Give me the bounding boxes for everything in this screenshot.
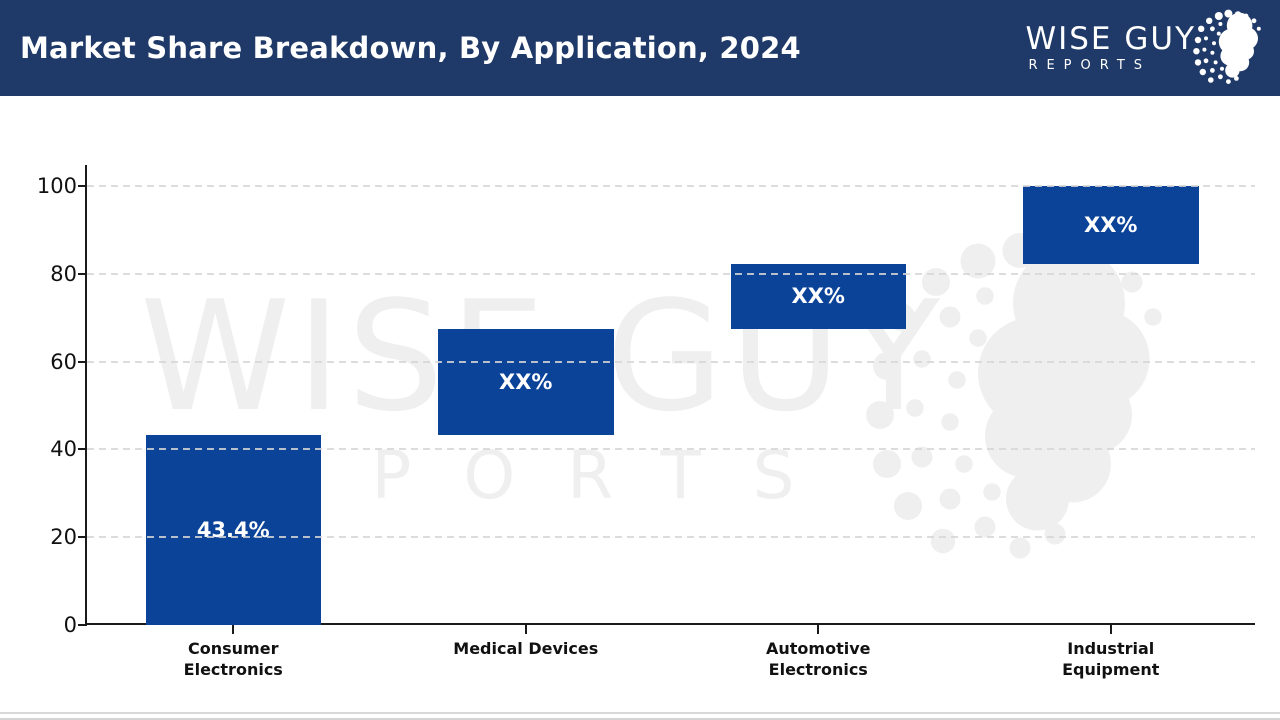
- y-tick-mark: [78, 360, 87, 363]
- x-tick-mark: [1109, 625, 1112, 634]
- y-tick-label: 60: [50, 349, 77, 374]
- gridline: [87, 272, 1255, 275]
- header: Market Share Breakdown, By Application, …: [0, 0, 1280, 96]
- logo-subtitle: REPORTS: [1028, 58, 1152, 74]
- gridline: [87, 185, 1255, 188]
- plot-area: 0 20 40 60 80 100 43.4% Consumer Electronics XX%…: [37, 165, 1255, 679]
- gridline: [87, 448, 1255, 451]
- x-category-label: Consumer Electronics: [183, 639, 283, 679]
- x-tick-mark: [232, 625, 235, 634]
- logo-wordmark-block: WISE GUY REPORTS: [1025, 23, 1196, 74]
- gridline: [87, 536, 1255, 539]
- bar-value-label: XX%: [791, 284, 845, 309]
- wise-guy-reports-logo: WISE GUY REPORTS: [1025, 6, 1270, 90]
- y-tick-mark: [78, 185, 87, 188]
- y-tick-mark: [78, 272, 87, 275]
- bar: XX%: [438, 328, 614, 435]
- x-category-label: Automotive Electronics: [766, 639, 871, 679]
- y-tick-mark: [78, 536, 87, 539]
- x-tick-mark: [524, 625, 527, 634]
- y-tick-label: 40: [50, 437, 77, 462]
- y-tick-mark: [78, 448, 87, 451]
- logo-wordmark: WISE GUY: [1025, 20, 1196, 57]
- gridline: [87, 360, 1255, 363]
- y-tick-label: 80: [50, 261, 77, 286]
- y-tick-label: 100: [36, 174, 77, 199]
- x-category-label: Medical Devices: [453, 639, 599, 658]
- y-tick-mark: [78, 624, 87, 626]
- y-tick-label: 0: [63, 613, 77, 637]
- footer-divider: [0, 712, 1280, 714]
- bar-value-label: XX%: [1084, 212, 1138, 237]
- x-category-label: Industrial Equipment: [1062, 639, 1160, 679]
- dotted-face-icon: [1190, 6, 1270, 90]
- bar-value-label: XX%: [499, 369, 553, 394]
- page-bottom-edge: [0, 718, 1280, 720]
- y-tick-label: 20: [50, 525, 77, 550]
- bar: XX%: [1023, 186, 1199, 264]
- bar: 43.4%: [145, 434, 321, 625]
- page-title: Market Share Breakdown, By Application, …: [20, 31, 801, 65]
- x-tick-mark: [817, 625, 820, 634]
